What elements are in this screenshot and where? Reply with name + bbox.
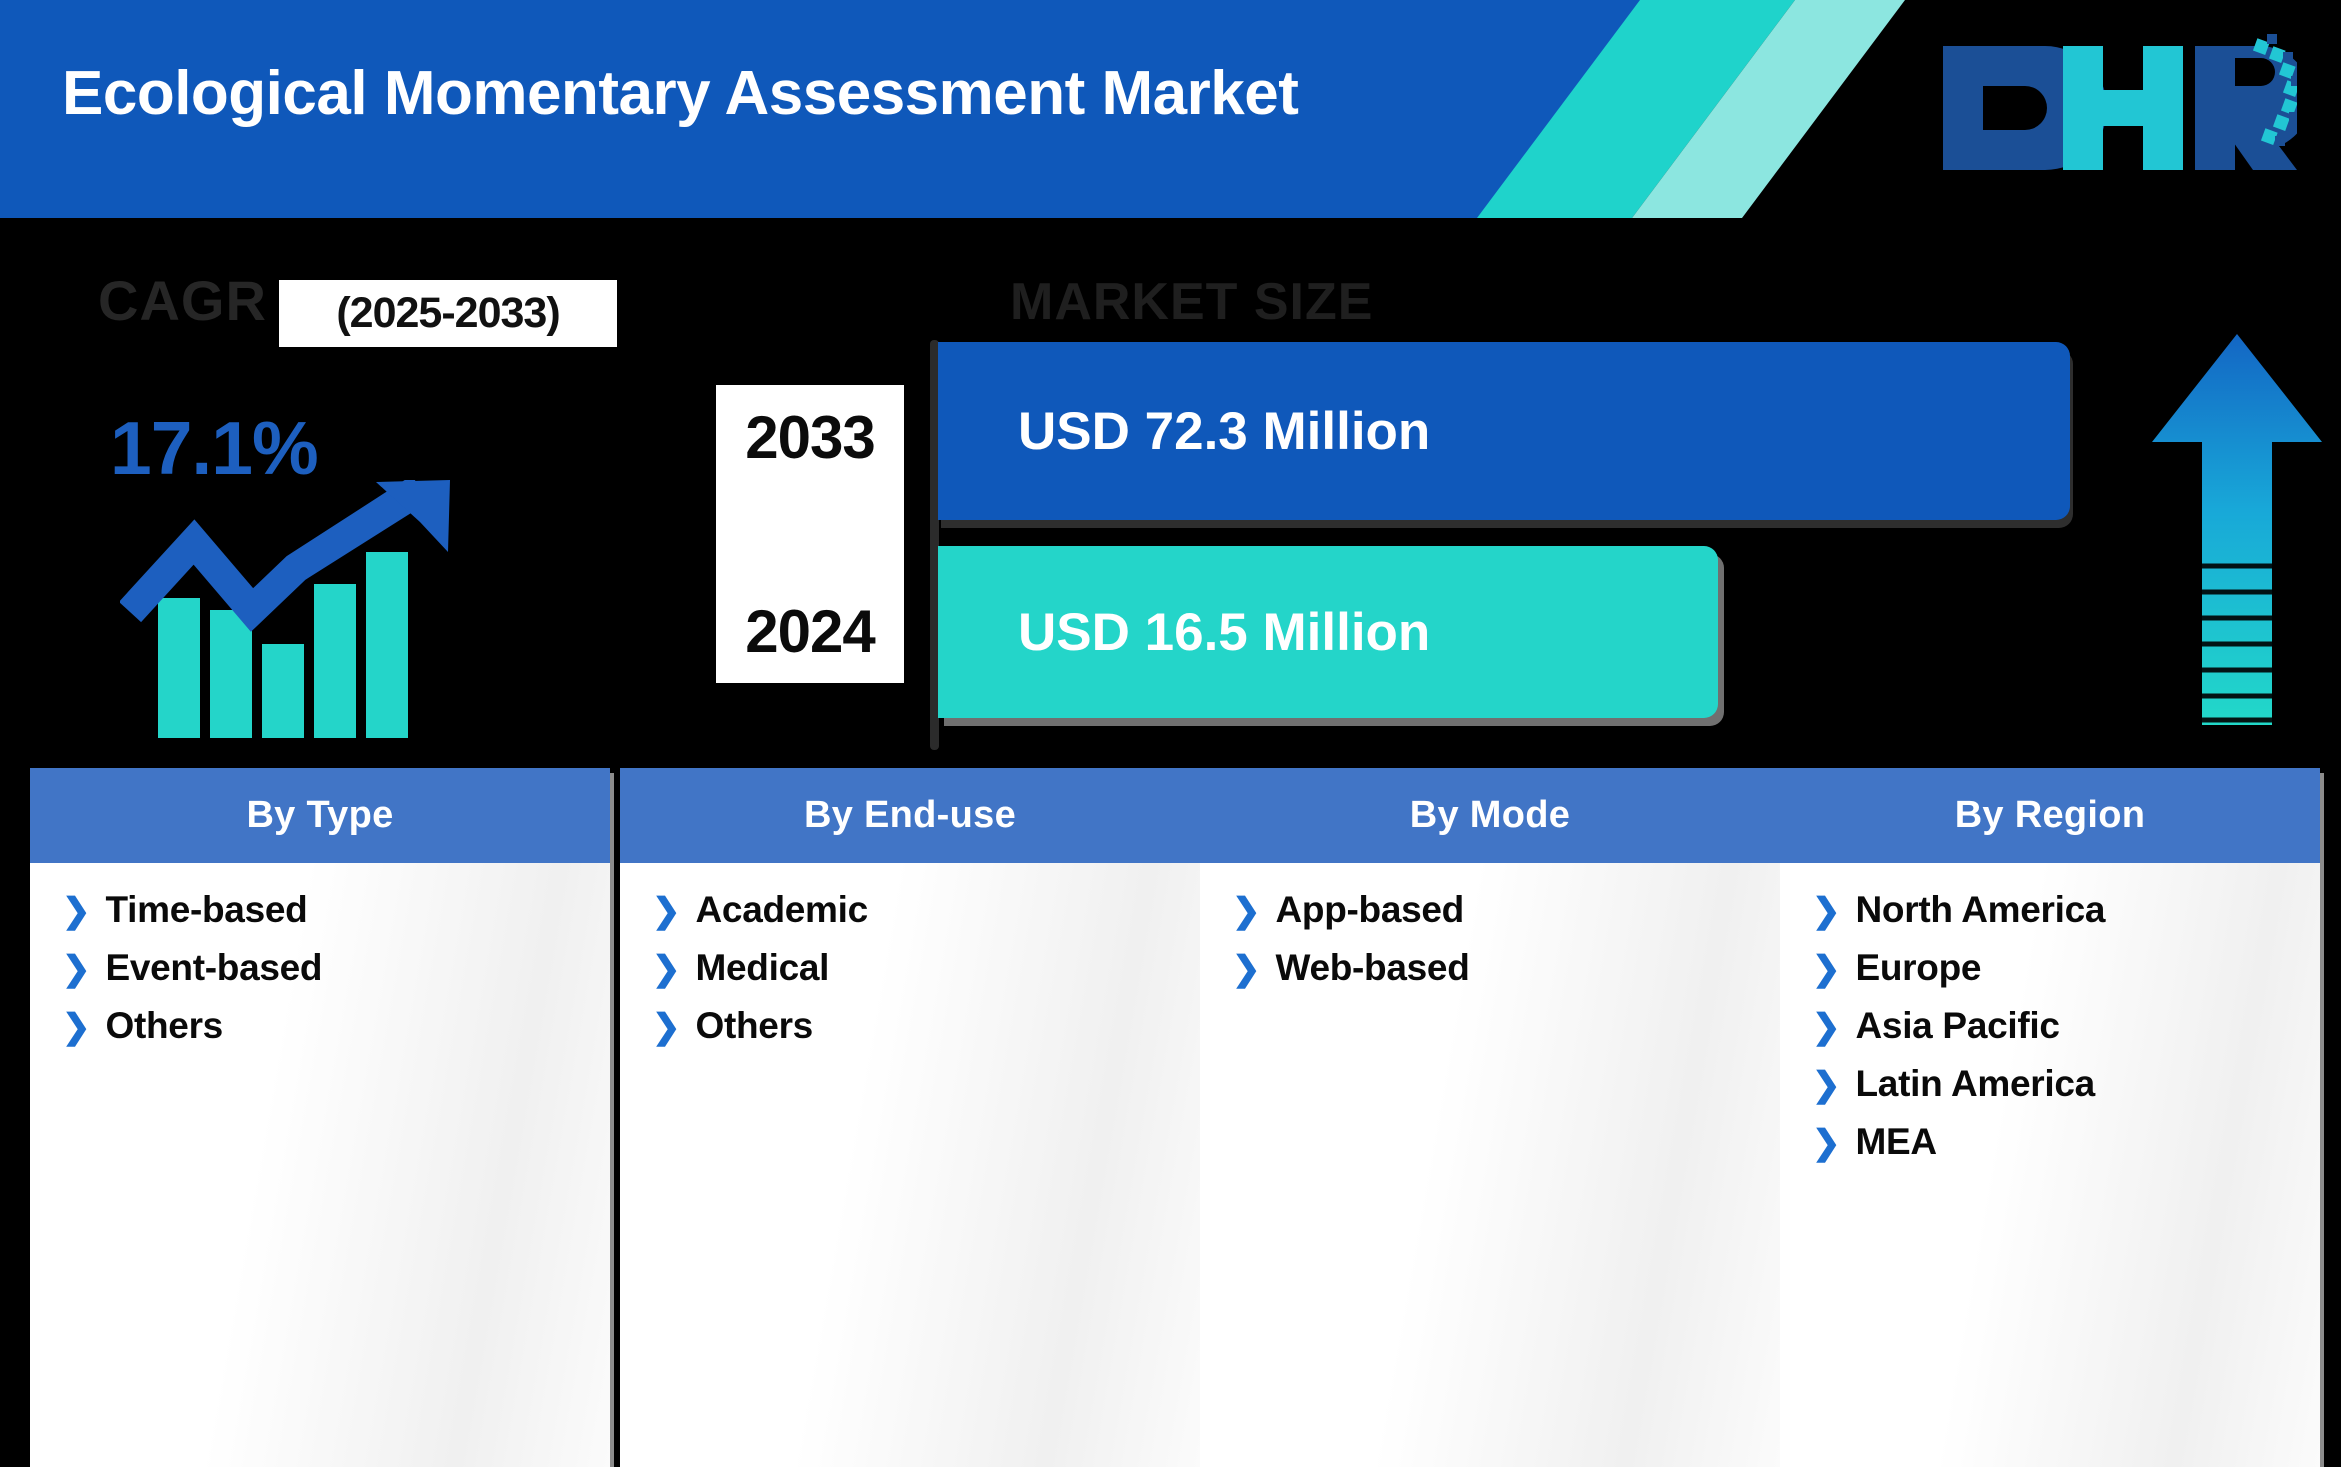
header-blue-shape	[0, 0, 1780, 218]
cagr-period-box: (2025-2033)	[279, 280, 617, 347]
header-banner: Ecological Momentary Assessment Market	[0, 0, 2341, 218]
chevron-right-icon: ❯	[1812, 892, 1841, 930]
chevron-right-icon: ❯	[1232, 892, 1261, 930]
cagr-period-label: (2025-2033)	[336, 289, 560, 337]
segment-panel-title: By Mode	[1409, 794, 1571, 836]
list-item-label: Web-based	[1275, 947, 1470, 988]
segment-item-list: ❯ Time-based ❯ Event-based ❯ Others	[30, 863, 610, 1044]
segment-item-list: ❯ Academic ❯ Medical ❯ Others	[620, 863, 1200, 1044]
list-item-label: North America	[1855, 889, 2106, 930]
list-item[interactable]: ❯ Medical	[652, 949, 1200, 986]
page-title: Ecological Momentary Assessment Market	[62, 59, 1299, 128]
chevron-right-icon: ❯	[62, 892, 91, 930]
market-size-bar-2024: USD 16.5 Million	[938, 546, 1718, 718]
growth-bar-chart-arrow-icon	[118, 475, 550, 740]
segment-panel-title: By Type	[246, 794, 394, 836]
list-item[interactable]: ❯ Asia Pacific	[1812, 1007, 2320, 1044]
chevron-right-icon: ❯	[1232, 950, 1261, 988]
chevron-right-icon: ❯	[652, 950, 681, 988]
list-item[interactable]: ❯ Time-based	[62, 891, 610, 928]
segment-item-list: ❯ App-based ❯ Web-based	[1200, 863, 1780, 986]
year-label-2024: 2024	[745, 598, 875, 665]
list-item-label: MEA	[1855, 1121, 1938, 1162]
chevron-right-icon: ❯	[62, 1008, 91, 1046]
list-item-label: Time-based	[105, 889, 308, 930]
list-item[interactable]: ❯ Web-based	[1232, 949, 1780, 986]
segment-panel-header: By End-use	[620, 768, 1200, 863]
list-item[interactable]: ❯ North America	[1812, 891, 2320, 928]
segment-panel-title: By End-use	[803, 794, 1017, 836]
segment-panels: By Type ❯ Time-based ❯ Event-based ❯ Oth…	[0, 768, 2341, 1467]
list-item-label: Medical	[695, 947, 830, 988]
list-item-label: Others	[105, 1005, 224, 1046]
segment-item-list: ❯ North America ❯ Europe ❯ Asia Pacific …	[1780, 863, 2320, 1160]
segment-panel-header: By Type	[30, 768, 610, 863]
list-item[interactable]: ❯ Academic	[652, 891, 1200, 928]
segment-panel-header: By Mode	[1200, 768, 1780, 863]
list-item[interactable]: ❯ App-based	[1232, 891, 1780, 928]
list-item[interactable]: ❯ Others	[652, 1007, 1200, 1044]
segment-panel-by-type: By Type ❯ Time-based ❯ Event-based ❯ Oth…	[30, 768, 610, 1467]
year-label-2033: 2033	[745, 404, 875, 471]
list-item[interactable]: ❯ Others	[62, 1007, 610, 1044]
list-item[interactable]: ❯ Event-based	[62, 949, 610, 986]
cagr-value: 17.1%	[110, 406, 319, 490]
cagr-label: CAGR	[98, 269, 267, 332]
list-item-label: Event-based	[105, 947, 323, 988]
list-item-label: Asia Pacific	[1855, 1005, 2060, 1046]
chevron-right-icon: ❯	[1812, 950, 1841, 988]
chevron-right-icon: ❯	[652, 892, 681, 930]
list-item-label: App-based	[1275, 889, 1465, 930]
market-size-value-2033: USD 72.3 Million	[1018, 401, 1431, 461]
segment-panel-by-region: By Region ❯ North America ❯ Europe ❯ Asi…	[1780, 768, 2320, 1467]
market-size-year-box: 2033 2024	[716, 385, 904, 683]
list-item[interactable]: ❯ MEA	[1812, 1123, 2320, 1160]
market-size-label: MARKET SIZE	[1010, 273, 1374, 331]
list-item[interactable]: ❯ Europe	[1812, 949, 2320, 986]
upward-growth-arrow-icon	[2148, 330, 2326, 725]
market-size-axis-line	[930, 340, 939, 750]
chevron-right-icon: ❯	[1812, 1066, 1841, 1104]
list-item-label: Others	[695, 1005, 814, 1046]
market-size-value-2024: USD 16.5 Million	[1018, 602, 1431, 662]
segment-panel-by-mode: By Mode ❯ App-based ❯ Web-based	[1200, 768, 1780, 1467]
segment-panel-title: By Region	[1954, 794, 2146, 836]
chevron-right-icon: ❯	[1812, 1124, 1841, 1162]
list-item-label: Europe	[1855, 947, 1982, 988]
chevron-right-icon: ❯	[62, 950, 91, 988]
dhr-logo-icon	[1937, 32, 2312, 182]
chevron-right-icon: ❯	[1812, 1008, 1841, 1046]
market-size-bar-2033: USD 72.3 Million	[938, 342, 2070, 520]
list-item-label: Academic	[695, 889, 869, 930]
segment-panel-header: By Region	[1780, 768, 2320, 863]
list-item[interactable]: ❯ Latin America	[1812, 1065, 2320, 1102]
chevron-right-icon: ❯	[652, 1008, 681, 1046]
segment-panel-by-end-use: By End-use ❯ Academic ❯ Medical ❯ Others	[620, 768, 1200, 1467]
list-item-label: Latin America	[1855, 1063, 2096, 1104]
